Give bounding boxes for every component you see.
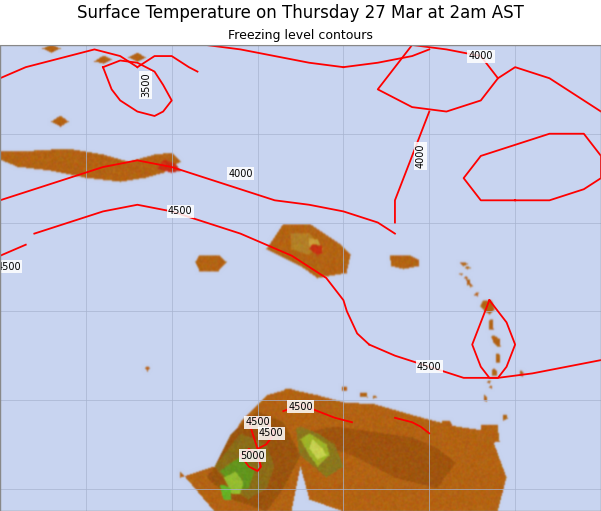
Text: 3500: 3500 [141,73,151,97]
Text: 4000: 4000 [228,169,252,179]
Text: 4500: 4500 [288,402,313,412]
Text: 5000: 5000 [240,451,264,460]
Text: 4000: 4000 [469,51,493,61]
Text: 4500: 4500 [417,362,442,371]
Text: 4500: 4500 [245,417,270,427]
Text: Surface Temperature on Thursday 27 Mar at 2am AST: Surface Temperature on Thursday 27 Mar a… [77,5,524,22]
Text: 4500: 4500 [259,428,284,438]
Text: 4500: 4500 [0,262,21,272]
Text: 4500: 4500 [168,206,192,216]
Text: 4000: 4000 [416,144,426,168]
Text: Freezing level contours: Freezing level contours [228,30,373,42]
